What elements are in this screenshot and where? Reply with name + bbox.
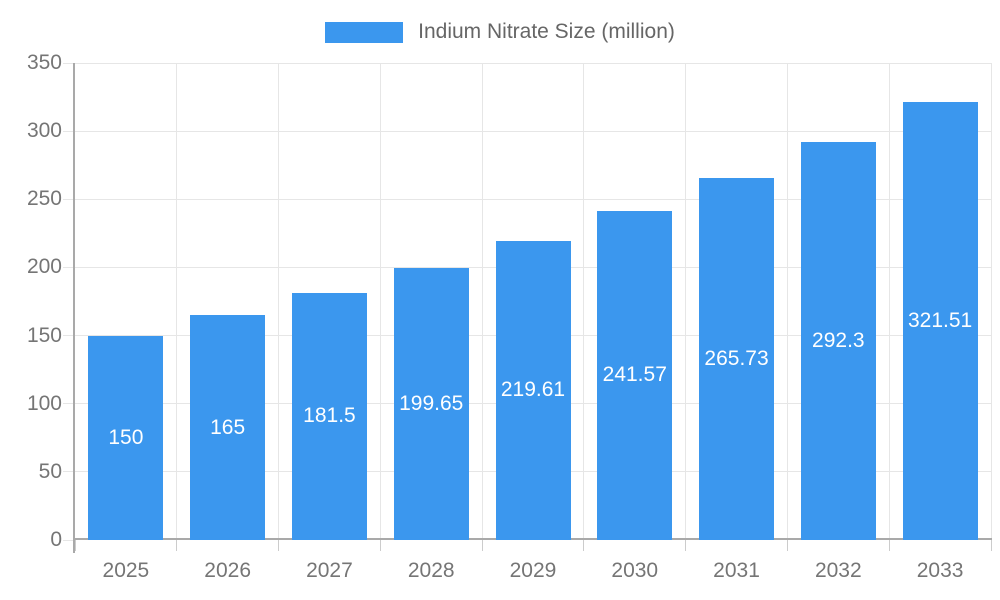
y-gridline [75,198,991,200]
y-tick [63,130,75,132]
y-axis-line [73,63,75,553]
y-tick [63,62,75,64]
x-gridline [481,63,483,540]
y-tick [63,403,75,405]
x-tick [379,540,381,551]
x-axis-label: 2025 [102,559,150,582]
x-tick [786,540,788,551]
x-axis-label: 2026 [204,559,251,582]
y-tick [63,335,75,337]
x-tick [481,540,483,551]
bar[interactable] [597,210,673,540]
bar[interactable] [393,267,469,540]
y-tick [63,539,75,541]
bar[interactable] [88,335,164,540]
y-axis-label: 300 [26,119,62,143]
x-gridline [379,63,381,540]
x-gridline [685,63,687,540]
x-gridline [786,63,788,540]
y-axis-label: 200 [26,255,62,279]
y-tick [63,471,75,473]
x-tick [888,540,890,551]
x-axis-label: 2033 [916,559,964,582]
bar[interactable] [800,141,876,540]
bar[interactable] [190,315,266,540]
y-axis-label: 350 [26,51,62,74]
legend-swatch [325,21,404,43]
y-axis-label: 50 [38,459,62,483]
y-gridline [75,130,991,132]
y-axis-label: 250 [26,187,62,211]
x-tick [685,540,687,551]
x-tick [74,540,76,551]
y-axis-label: 100 [26,391,62,415]
y-tick [63,198,75,200]
bar[interactable] [902,101,978,540]
legend[interactable]: Indium Nitrate Size (million) [0,20,1000,44]
x-axis-label: 2027 [306,559,353,582]
bar[interactable] [699,177,775,540]
x-gridline [176,63,178,540]
x-tick [176,540,178,551]
x-axis-label: 2032 [814,559,862,582]
x-gridline [990,63,992,540]
x-axis-label: 2030 [611,559,659,582]
x-gridline [888,63,890,540]
x-axis-label: 2028 [407,559,455,582]
legend-label: Indium Nitrate Size (million) [418,20,675,43]
y-axis-label: 0 [50,528,62,551]
x-tick [583,540,585,551]
bar[interactable] [495,240,571,540]
x-tick [278,540,280,551]
x-axis-label: 2031 [713,559,760,582]
y-axis-label: 150 [26,323,62,347]
bar[interactable] [291,292,367,540]
x-tick [990,540,992,551]
x-axis-label: 2029 [509,559,557,582]
y-gridline [75,62,991,64]
x-gridline [278,63,280,540]
x-gridline [583,63,585,540]
y-tick [63,266,75,268]
